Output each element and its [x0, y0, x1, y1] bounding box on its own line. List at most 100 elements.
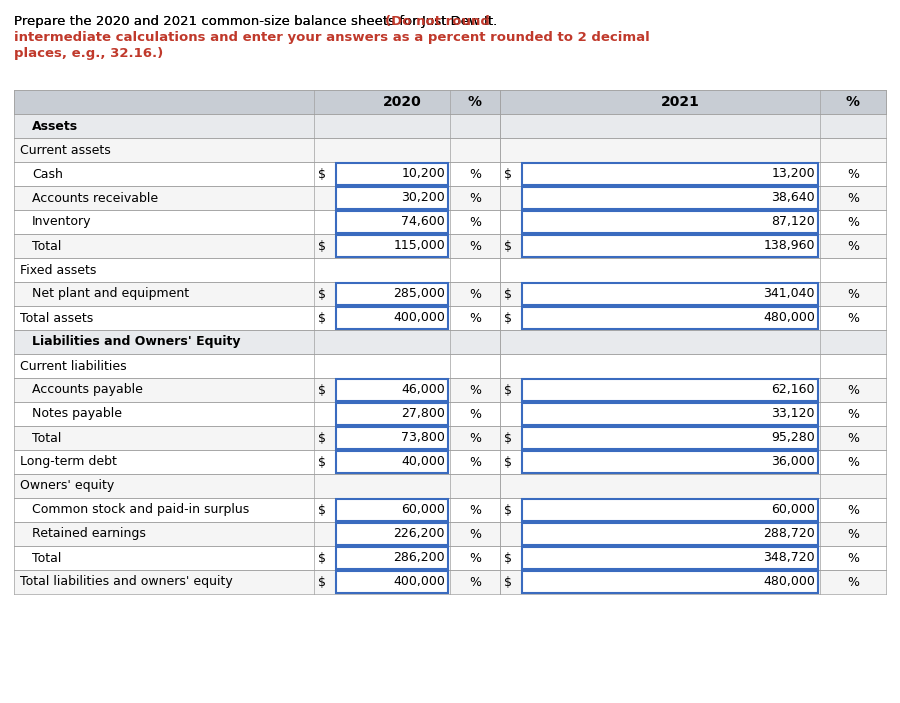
Bar: [14, 186, 886, 210]
Text: 73,800: 73,800: [401, 432, 445, 444]
Text: $: $: [504, 432, 512, 444]
Text: 285,000: 285,000: [393, 288, 445, 300]
Text: %: %: [469, 456, 481, 468]
Text: Liabilities and Owners' Equity: Liabilities and Owners' Equity: [32, 335, 240, 349]
Text: Assets: Assets: [32, 120, 78, 132]
Bar: [522, 571, 818, 593]
Text: %: %: [469, 527, 481, 541]
Text: $: $: [318, 288, 326, 300]
Bar: [336, 403, 448, 425]
Bar: [14, 114, 886, 138]
Text: 348,720: 348,720: [763, 551, 815, 565]
Text: 341,040: 341,040: [763, 288, 815, 300]
Text: 62,160: 62,160: [771, 384, 815, 396]
Text: Total: Total: [32, 551, 61, 565]
Text: %: %: [847, 503, 859, 517]
Bar: [522, 451, 818, 473]
Text: 46,000: 46,000: [401, 384, 445, 396]
Text: %: %: [847, 576, 859, 588]
Text: %: %: [847, 408, 859, 420]
Bar: [522, 523, 818, 545]
Text: %: %: [469, 216, 481, 228]
Bar: [336, 283, 448, 305]
Text: %: %: [469, 408, 481, 420]
Bar: [14, 330, 886, 354]
Bar: [336, 451, 448, 473]
Text: Net plant and equipment: Net plant and equipment: [32, 288, 189, 300]
Bar: [336, 571, 448, 593]
Text: Total liabilities and owners' equity: Total liabilities and owners' equity: [20, 576, 233, 588]
Text: %: %: [469, 240, 481, 252]
Text: Owners' equity: Owners' equity: [20, 479, 114, 493]
Bar: [336, 499, 448, 521]
Text: 138,960: 138,960: [763, 240, 815, 252]
Text: %: %: [847, 456, 859, 468]
Text: 40,000: 40,000: [401, 456, 445, 468]
Text: Common stock and paid-in surplus: Common stock and paid-in surplus: [32, 503, 249, 517]
Text: Notes payable: Notes payable: [32, 408, 122, 420]
Text: %: %: [847, 527, 859, 541]
Bar: [14, 426, 886, 450]
Text: 400,000: 400,000: [393, 576, 445, 588]
Bar: [522, 235, 818, 257]
Bar: [522, 379, 818, 401]
Bar: [14, 234, 886, 258]
Text: 286,200: 286,200: [393, 551, 445, 565]
Bar: [14, 402, 886, 426]
Text: %: %: [468, 95, 482, 109]
Text: %: %: [469, 503, 481, 517]
Text: $: $: [504, 551, 512, 565]
Bar: [14, 282, 886, 306]
Text: %: %: [847, 216, 859, 228]
Text: 27,800: 27,800: [401, 408, 445, 420]
Bar: [14, 354, 886, 378]
Text: $: $: [504, 167, 512, 181]
Text: Total assets: Total assets: [20, 311, 94, 325]
Bar: [522, 427, 818, 449]
Text: %: %: [847, 311, 859, 325]
Text: $: $: [504, 240, 512, 252]
Text: $: $: [318, 456, 326, 468]
Text: 36,000: 36,000: [771, 456, 815, 468]
Bar: [522, 499, 818, 521]
Text: 74,600: 74,600: [401, 216, 445, 228]
Text: intermediate calculations and enter your answers as a percent rounded to 2 decim: intermediate calculations and enter your…: [14, 31, 650, 44]
Text: Total: Total: [32, 240, 61, 252]
Text: %: %: [846, 95, 860, 109]
Text: Cash: Cash: [32, 167, 63, 181]
Text: %: %: [847, 288, 859, 300]
Bar: [14, 546, 886, 570]
Text: %: %: [847, 384, 859, 396]
Text: 87,120: 87,120: [771, 216, 815, 228]
Bar: [522, 283, 818, 305]
Text: Accounts receivable: Accounts receivable: [32, 191, 158, 205]
Text: %: %: [847, 167, 859, 181]
Text: 10,200: 10,200: [401, 167, 445, 181]
Text: 33,120: 33,120: [771, 408, 815, 420]
Bar: [14, 378, 886, 402]
Text: Inventory: Inventory: [32, 216, 92, 228]
Text: Prepare the 2020 and 2021 common-size balance sheets for Just Dew It.: Prepare the 2020 and 2021 common-size ba…: [14, 15, 501, 28]
Text: 95,280: 95,280: [771, 432, 815, 444]
Text: $: $: [504, 384, 512, 396]
Text: %: %: [469, 384, 481, 396]
Text: Prepare the 2020 and 2021 common-size balance sheets for Just Dew It.: Prepare the 2020 and 2021 common-size ba…: [14, 15, 501, 28]
Bar: [14, 306, 886, 330]
Bar: [14, 162, 886, 186]
Text: $: $: [318, 432, 326, 444]
Text: Accounts payable: Accounts payable: [32, 384, 143, 396]
Text: %: %: [469, 551, 481, 565]
Text: %: %: [469, 576, 481, 588]
Bar: [522, 547, 818, 569]
Text: 480,000: 480,000: [763, 576, 815, 588]
Text: 60,000: 60,000: [771, 503, 815, 517]
Text: (Do not round: (Do not round: [385, 15, 490, 28]
Text: %: %: [469, 288, 481, 300]
Text: 38,640: 38,640: [771, 191, 815, 205]
Text: %: %: [469, 311, 481, 325]
Text: places, e.g., 32.16.): places, e.g., 32.16.): [14, 47, 163, 60]
Text: $: $: [318, 384, 326, 396]
Text: Current assets: Current assets: [20, 143, 111, 157]
Text: Long-term debt: Long-term debt: [20, 456, 117, 468]
Bar: [336, 235, 448, 257]
